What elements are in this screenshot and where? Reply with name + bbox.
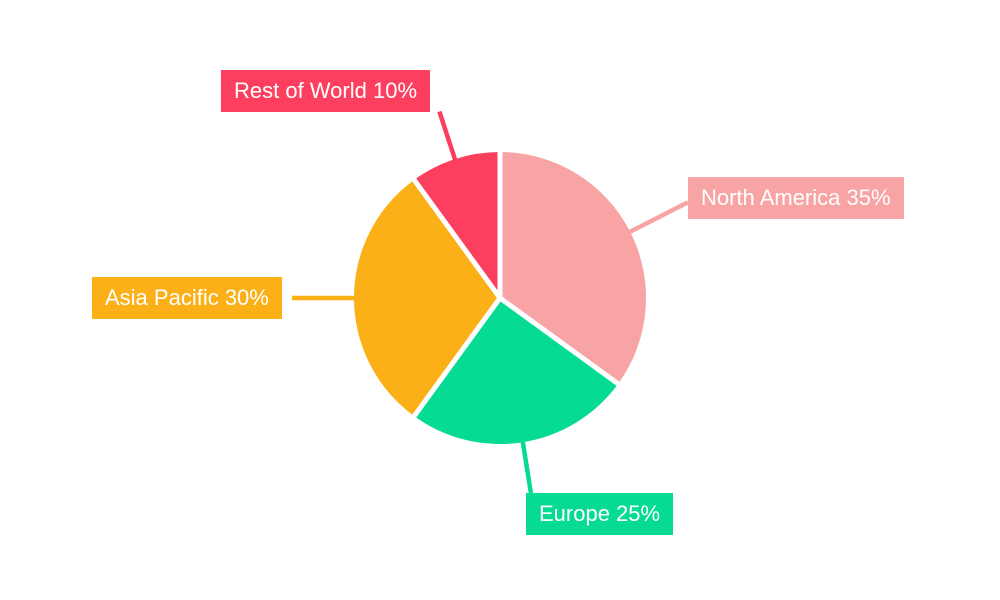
slice-gap-line: [498, 295, 623, 388]
leader-line-rest-of-world: [437, 110, 458, 162]
leader-line-europe: [520, 439, 534, 496]
callout-label-north-america: North America 35%: [688, 177, 904, 219]
pie-slice-europe: [414, 298, 619, 445]
slice-gap-line: [410, 296, 503, 421]
callout-label-europe: Europe 25%: [526, 493, 674, 535]
slice-gap-line: [410, 175, 503, 300]
pie-slice-rest-of-world: [414, 152, 500, 298]
callout-label-rest-of-world: Rest of World 10%: [221, 70, 431, 112]
leader-line-north-america: [627, 200, 690, 235]
pie-slice-asia-pacific: [353, 179, 500, 417]
callout-label-asia-pacific: Asia Pacific 30%: [92, 277, 282, 319]
pie-slice-north-america: [500, 152, 647, 384]
